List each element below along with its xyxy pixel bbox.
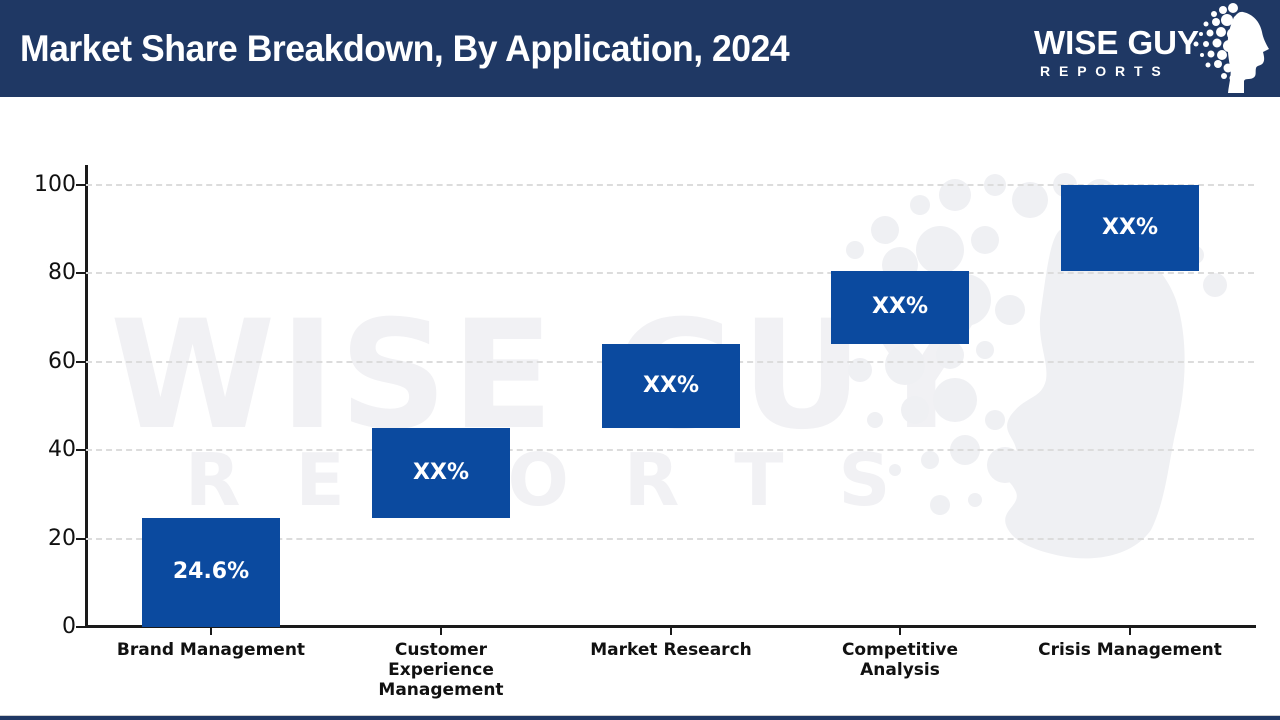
page-title: Market Share Breakdown, By Application, … (20, 27, 790, 69)
y-tick-label-40: 40 (48, 437, 76, 463)
footer-divider (0, 715, 1280, 716)
x-tick-5 (1129, 628, 1131, 635)
y-tick-60 (76, 360, 85, 363)
x-tick-1 (210, 628, 212, 635)
y-tick-label-80: 80 (48, 260, 76, 286)
x-tick-3 (670, 628, 672, 635)
logo-wordmark: WISE GUY (1034, 24, 1199, 61)
bar-2 (372, 428, 510, 519)
wiseguy-logo: WISE GUY R E P O R T S (1034, 3, 1269, 93)
y-tick-20 (76, 537, 85, 540)
bar-value-label-5: XX% (1102, 215, 1158, 240)
logo-head-icon (1193, 3, 1269, 93)
y-tick-0 (76, 626, 85, 628)
bar-3 (602, 344, 740, 429)
gridline-80 (86, 272, 1254, 275)
y-tick-80 (76, 272, 85, 275)
gridline-100 (86, 184, 1254, 186)
header-bar: Market Share Breakdown, By Application, … (0, 0, 1280, 97)
bar-value-label-3: XX% (643, 373, 699, 399)
x-tick-label-4: Competitive Analysis (841, 640, 959, 680)
x-tick-label-1: Brand Management (116, 640, 306, 660)
y-tick-label-60: 60 (48, 348, 76, 374)
footer-bar (0, 716, 1280, 720)
gridline-20 (86, 537, 1254, 540)
bar-value-label-4: XX% (872, 294, 928, 320)
x-axis-line (85, 625, 1256, 628)
bar-4 (831, 271, 969, 345)
x-tick-2 (440, 628, 442, 635)
x-tick-label-5: Crisis Management (1038, 640, 1222, 660)
gridline-40 (86, 449, 1254, 452)
x-tick-label-3: Market Research (590, 640, 752, 660)
y-tick-label-100: 100 (34, 172, 76, 197)
y-tick-40 (76, 449, 85, 452)
y-axis-line (85, 165, 88, 628)
y-tick-100 (76, 184, 85, 186)
bar-value-label-2: XX% (413, 460, 469, 486)
x-tick-4 (899, 628, 901, 635)
logo-reports-text: R E P O R T S (1040, 63, 1163, 79)
bar-1 (142, 518, 280, 627)
y-tick-label-20: 20 (48, 525, 76, 551)
x-tick-label-2: Customer Experience Management (378, 640, 504, 700)
y-tick-label-0: 0 (62, 614, 76, 639)
bar-value-label-1: 24.6% (172, 559, 250, 585)
bar-5 (1061, 185, 1199, 272)
